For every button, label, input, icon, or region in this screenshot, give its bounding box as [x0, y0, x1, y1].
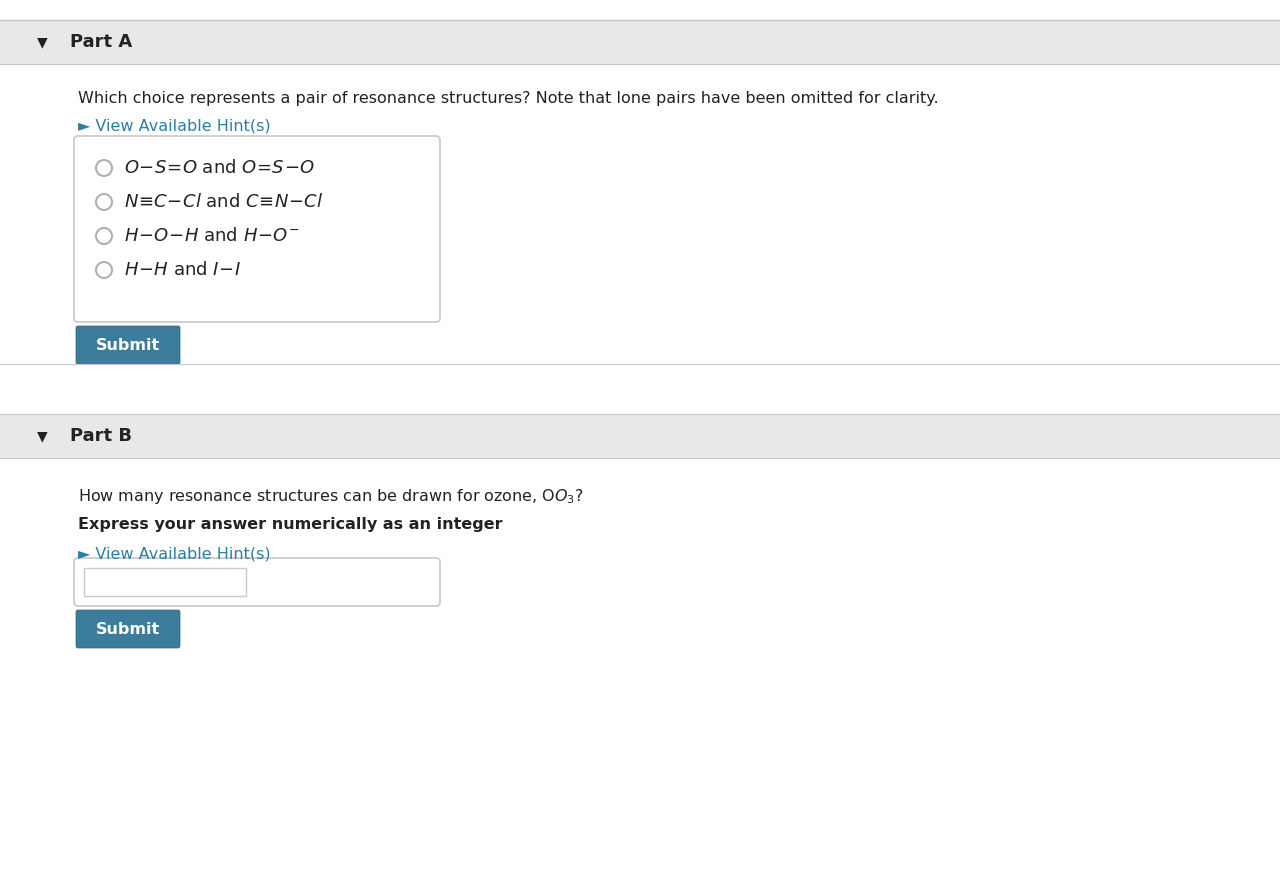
Text: $N\!\equiv\!C\!-\!Cl$ and $C\!\equiv\!N\!-\!Cl$: $N\!\equiv\!C\!-\!Cl$ and $C\!\equiv\!N\… — [124, 193, 324, 211]
Text: Part A: Part A — [70, 33, 132, 51]
Text: Express your answer numerically as an integer: Express your answer numerically as an in… — [78, 517, 503, 531]
FancyBboxPatch shape — [74, 558, 440, 606]
Text: $H\!-\!O\!-\!H$ and $H\!-\!O^{-}$: $H\!-\!O\!-\!H$ and $H\!-\!O^{-}$ — [124, 227, 300, 245]
Text: ▼: ▼ — [37, 429, 47, 443]
FancyBboxPatch shape — [0, 20, 1280, 64]
FancyBboxPatch shape — [76, 610, 180, 648]
Text: ▼: ▼ — [37, 35, 47, 49]
Text: Which choice represents a pair of resonance structures? Note that lone pairs hav: Which choice represents a pair of resona… — [78, 91, 938, 106]
Text: $H\!-\!H$ and $I\!-\!I$: $H\!-\!H$ and $I\!-\!I$ — [124, 261, 241, 279]
FancyBboxPatch shape — [0, 414, 1280, 458]
FancyBboxPatch shape — [74, 136, 440, 322]
FancyBboxPatch shape — [76, 326, 180, 364]
Text: How many resonance structures can be drawn for ozone, O$O_3$?: How many resonance structures can be dra… — [78, 487, 584, 505]
Text: Submit: Submit — [96, 621, 160, 636]
Text: Part B: Part B — [70, 427, 132, 445]
Text: $O\!-\!S\!=\!O$ and $O\!=\!S\!-\!O$: $O\!-\!S\!=\!O$ and $O\!=\!S\!-\!O$ — [124, 159, 315, 177]
Text: ► View Available Hint(s): ► View Available Hint(s) — [78, 119, 270, 134]
Text: ► View Available Hint(s): ► View Available Hint(s) — [78, 546, 270, 561]
FancyBboxPatch shape — [84, 568, 246, 596]
Text: Submit: Submit — [96, 337, 160, 352]
